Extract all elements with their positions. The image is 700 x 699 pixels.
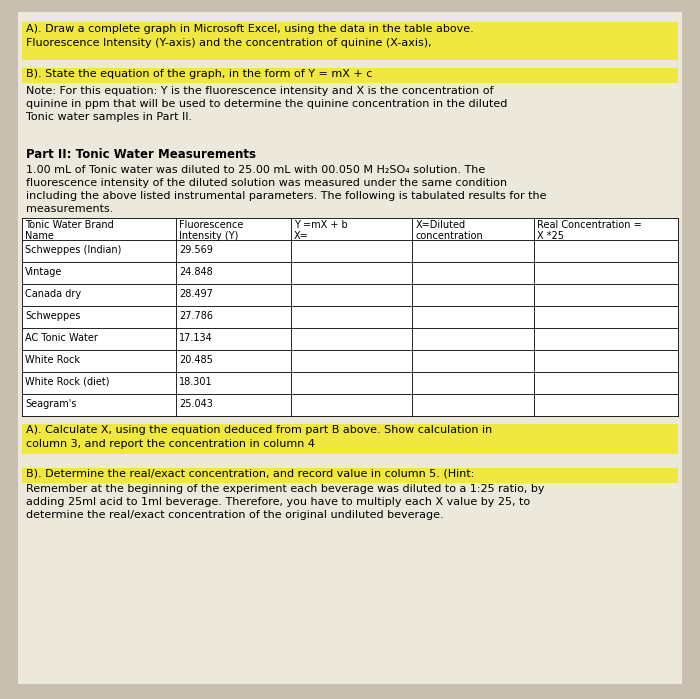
Text: X *25: X *25: [537, 231, 564, 241]
Text: Part II: Tonic Water Measurements: Part II: Tonic Water Measurements: [26, 148, 256, 161]
FancyBboxPatch shape: [22, 68, 678, 83]
Text: Seagram's: Seagram's: [25, 399, 76, 409]
Text: White Rock: White Rock: [25, 355, 80, 365]
Text: Real Concentration =: Real Concentration =: [537, 220, 641, 230]
Text: including the above listed instrumental parameters. The following is tabulated r: including the above listed instrumental …: [26, 191, 547, 201]
Text: 25.043: 25.043: [179, 399, 213, 409]
Text: Tonic Water Brand: Tonic Water Brand: [25, 220, 113, 230]
Text: 20.485: 20.485: [179, 355, 213, 365]
Text: Remember at the beginning of the experiment each beverage was diluted to a 1:25 : Remember at the beginning of the experim…: [26, 484, 545, 494]
FancyBboxPatch shape: [18, 12, 682, 684]
Text: 27.786: 27.786: [179, 311, 214, 321]
Text: A). Calculate X, using the equation deduced from part B above. Show calculation : A). Calculate X, using the equation dedu…: [26, 425, 492, 435]
Text: X=: X=: [294, 231, 309, 241]
Text: Tonic water samples in Part II.: Tonic water samples in Part II.: [26, 112, 192, 122]
FancyBboxPatch shape: [22, 424, 678, 454]
Text: 24.848: 24.848: [179, 267, 213, 277]
Text: quinine in ppm that will be used to determine the quinine concentration in the d: quinine in ppm that will be used to dete…: [26, 99, 507, 109]
Text: 18.301: 18.301: [179, 377, 213, 387]
Text: Fluorescence: Fluorescence: [179, 220, 244, 230]
Text: Y =mX + b: Y =mX + b: [294, 220, 348, 230]
Text: Name: Name: [25, 231, 54, 241]
Text: White Rock (diet): White Rock (diet): [25, 377, 109, 387]
Text: 1.00 mL of Tonic water was diluted to 25.00 mL with 00.050 M H₂SO₄ solution. The: 1.00 mL of Tonic water was diluted to 25…: [26, 165, 485, 175]
Text: fluorescence intensity of the diluted solution was measured under the same condi: fluorescence intensity of the diluted so…: [26, 178, 507, 188]
Text: adding 25ml acid to 1ml beverage. Therefore, you have to multiply each X value b: adding 25ml acid to 1ml beverage. Theref…: [26, 497, 530, 507]
Text: Intensity (Y): Intensity (Y): [179, 231, 239, 241]
FancyBboxPatch shape: [22, 22, 678, 60]
Text: 28.497: 28.497: [179, 289, 213, 299]
Text: B). State the equation of the graph, in the form of Y = mX + c: B). State the equation of the graph, in …: [26, 69, 372, 79]
Text: Schweppes: Schweppes: [25, 311, 81, 321]
Text: 29.569: 29.569: [179, 245, 213, 255]
Text: Canada dry: Canada dry: [25, 289, 81, 299]
Text: Note: For this equation: Y is the fluorescence intensity and X is the concentrat: Note: For this equation: Y is the fluore…: [26, 86, 493, 96]
Text: measurements.: measurements.: [26, 204, 113, 214]
FancyBboxPatch shape: [22, 218, 678, 416]
Text: column 3, and report the concentration in column 4: column 3, and report the concentration i…: [26, 439, 315, 449]
Text: 17.134: 17.134: [179, 333, 213, 343]
Text: Schweppes (Indian): Schweppes (Indian): [25, 245, 121, 255]
Text: A). Draw a complete graph in Microsoft Excel, using the data in the table above.: A). Draw a complete graph in Microsoft E…: [26, 24, 474, 34]
Text: concentration: concentration: [415, 231, 483, 241]
Text: AC Tonic Water: AC Tonic Water: [25, 333, 98, 343]
Text: Vintage: Vintage: [25, 267, 62, 277]
Text: X=Diluted: X=Diluted: [415, 220, 466, 230]
Text: Fluorescence Intensity (Y-axis) and the concentration of quinine (X-axis),: Fluorescence Intensity (Y-axis) and the …: [26, 38, 432, 48]
FancyBboxPatch shape: [22, 468, 678, 483]
Text: B). Determine the real/exact concentration, and record value in column 5. (Hint:: B). Determine the real/exact concentrati…: [26, 469, 475, 479]
Text: determine the real/exact concentration of the original undiluted beverage.: determine the real/exact concentration o…: [26, 510, 444, 520]
